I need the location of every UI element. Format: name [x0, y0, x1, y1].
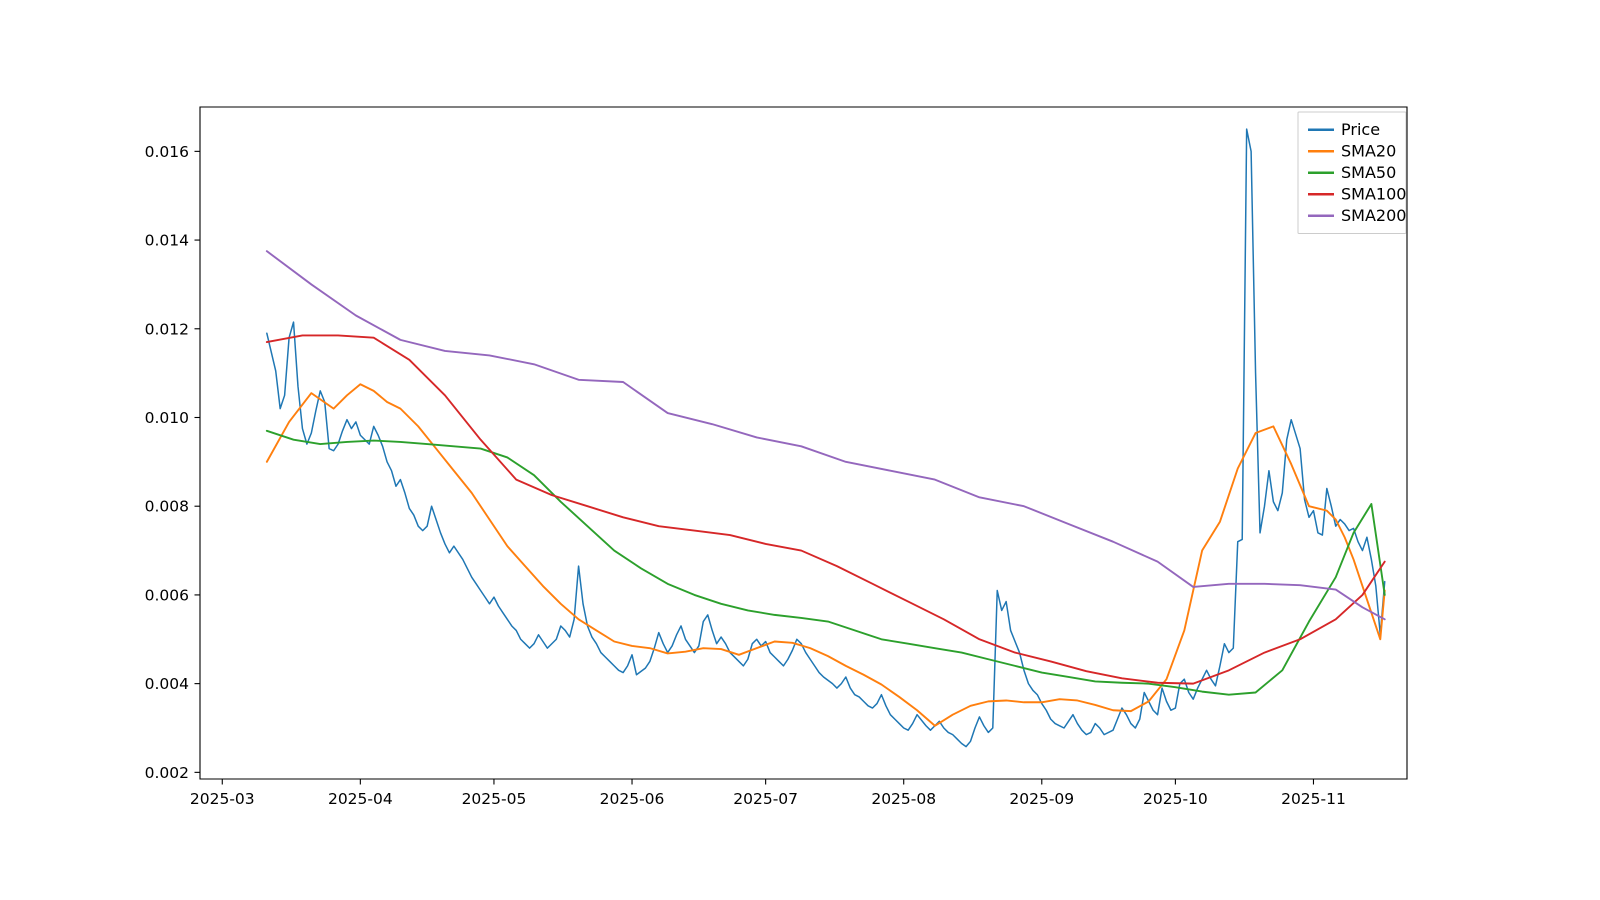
x-tick-label: 2025-08	[871, 790, 936, 808]
y-tick-label: 0.010	[145, 409, 189, 427]
series-line-sma200	[265, 250, 1386, 621]
y-tick-label: 0.014	[145, 232, 189, 250]
x-tick-label: 2025-03	[190, 790, 255, 808]
x-tick-label: 2025-09	[1009, 790, 1074, 808]
axes-layer: 0.002 0.004 0.006 0.008 0.010 0.012 0.014 0.016…	[145, 106, 1408, 808]
y-tick-label: 0.004	[145, 675, 189, 693]
y-tick-label: 0.008	[145, 498, 189, 516]
x-tick-label: 2025-04	[328, 790, 393, 808]
chart-legend[interactable]: Price SMA20 SMA50 SMA100 SMA200	[1297, 111, 1407, 234]
legend-label-sma50[interactable]: SMA50	[1341, 163, 1396, 182]
legend-box	[1297, 111, 1407, 234]
y-tick-label: 0.016	[145, 143, 189, 161]
y-tick-label: 0.006	[145, 586, 189, 604]
series-line-sma100	[265, 334, 1386, 685]
series-group	[265, 128, 1386, 748]
legend-label-sma20[interactable]: SMA20	[1341, 141, 1396, 160]
legend-label-sma100[interactable]: SMA100	[1341, 184, 1406, 203]
x-tick-label: 2025-10	[1143, 790, 1208, 808]
x-tick-label: 2025-06	[600, 790, 665, 808]
legend-label-price[interactable]: Price	[1341, 120, 1380, 139]
y-tick-label: 0.002	[145, 764, 189, 782]
x-tick-label: 2025-05	[462, 790, 527, 808]
legend-label-sma200[interactable]: SMA200	[1341, 206, 1406, 225]
series-line-sma20	[265, 383, 1386, 727]
plot-frame	[199, 106, 1408, 780]
x-tick-label: 2025-07	[733, 790, 798, 808]
series-line-price	[266, 128, 1386, 748]
series-line-sma50	[265, 429, 1386, 696]
x-tick-label: 2025-11	[1281, 790, 1346, 808]
y-tick-label: 0.012	[145, 320, 189, 338]
series-layer	[265, 128, 1386, 748]
